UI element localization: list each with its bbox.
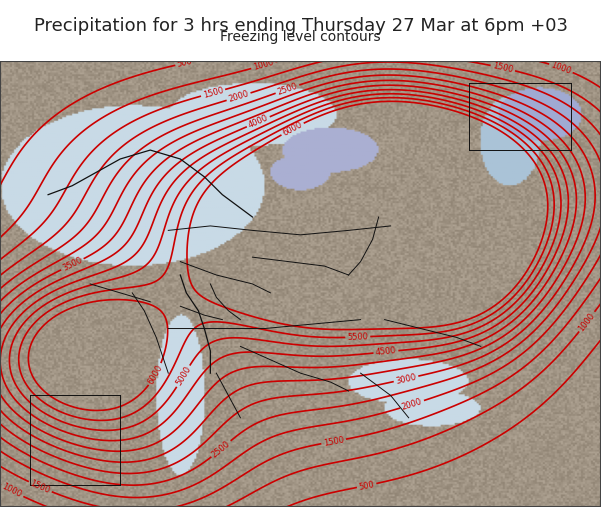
Text: 3500: 3500 (61, 256, 84, 273)
Text: 1500: 1500 (29, 479, 52, 495)
Text: 1000: 1000 (252, 58, 275, 73)
Text: 1500: 1500 (202, 86, 224, 100)
Text: 2500: 2500 (210, 439, 232, 459)
Text: 1000: 1000 (550, 60, 572, 76)
Text: 5000: 5000 (174, 365, 192, 387)
Text: 4500: 4500 (375, 346, 397, 357)
Text: Freezing level contours: Freezing level contours (220, 30, 381, 44)
Text: 2500: 2500 (276, 81, 299, 97)
Text: 1000: 1000 (577, 311, 597, 333)
Text: 3000: 3000 (395, 372, 417, 385)
Text: 500: 500 (358, 480, 375, 491)
Text: 4000: 4000 (247, 114, 270, 130)
Text: Precipitation for 3 hrs ending Thursday 27 Mar at 6pm +03: Precipitation for 3 hrs ending Thursday … (34, 17, 567, 35)
Text: 2000: 2000 (401, 397, 424, 412)
Text: 1500: 1500 (492, 61, 514, 75)
Text: 1500: 1500 (323, 435, 345, 448)
Text: 1000: 1000 (1, 482, 23, 500)
Text: 6000: 6000 (147, 363, 165, 386)
Text: 5500: 5500 (347, 332, 368, 342)
Text: 500: 500 (176, 57, 194, 69)
Text: 6000: 6000 (281, 120, 304, 138)
Text: 2000: 2000 (227, 89, 250, 104)
